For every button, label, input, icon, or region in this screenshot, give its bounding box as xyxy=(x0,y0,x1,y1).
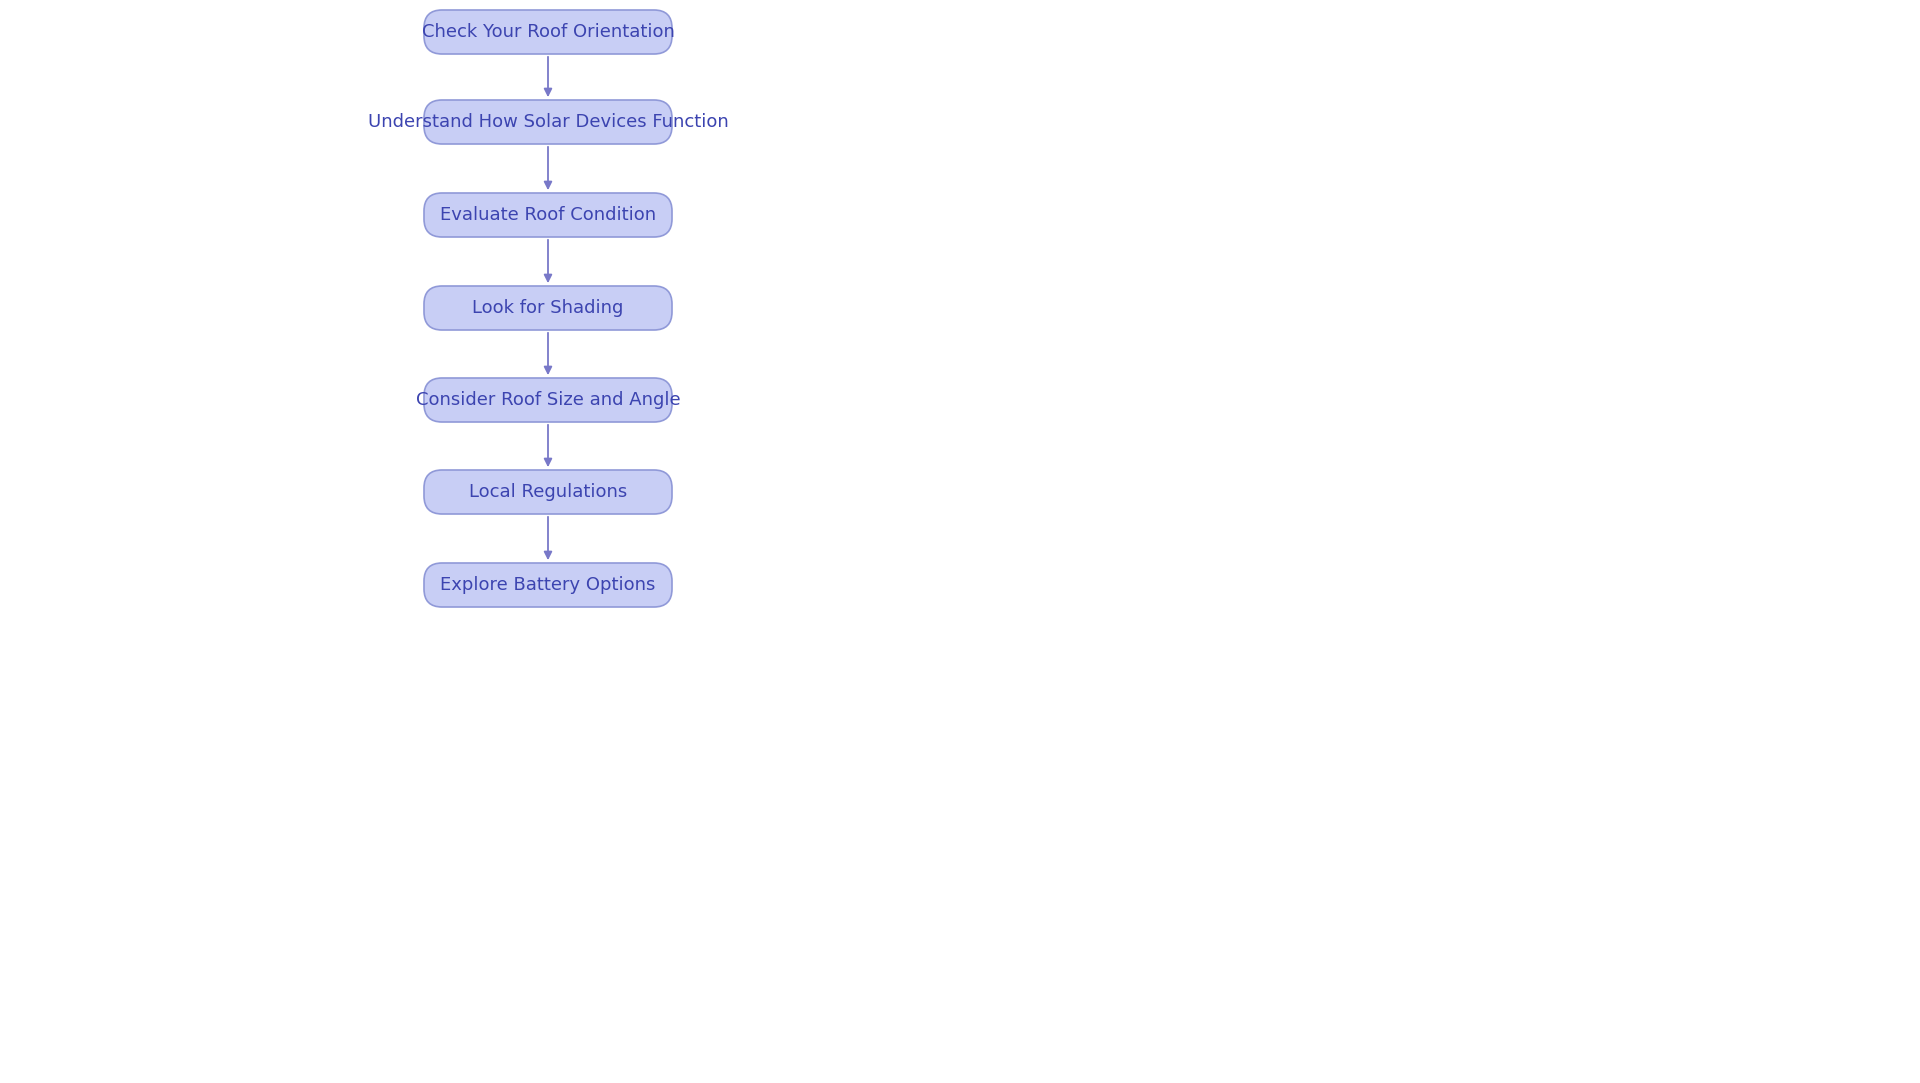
Text: Evaluate Roof Condition: Evaluate Roof Condition xyxy=(440,206,657,224)
FancyBboxPatch shape xyxy=(424,193,672,237)
Text: Explore Battery Options: Explore Battery Options xyxy=(440,576,657,593)
Text: Local Regulations: Local Regulations xyxy=(468,483,628,501)
Text: Look for Shading: Look for Shading xyxy=(472,299,624,317)
FancyBboxPatch shape xyxy=(424,470,672,514)
FancyBboxPatch shape xyxy=(424,286,672,330)
FancyBboxPatch shape xyxy=(424,563,672,606)
Text: Understand How Solar Devices Function: Understand How Solar Devices Function xyxy=(367,113,728,131)
Text: Consider Roof Size and Angle: Consider Roof Size and Angle xyxy=(417,391,680,409)
Text: Check Your Roof Orientation: Check Your Roof Orientation xyxy=(422,23,674,41)
FancyBboxPatch shape xyxy=(424,100,672,144)
FancyBboxPatch shape xyxy=(424,378,672,422)
FancyBboxPatch shape xyxy=(424,10,672,54)
